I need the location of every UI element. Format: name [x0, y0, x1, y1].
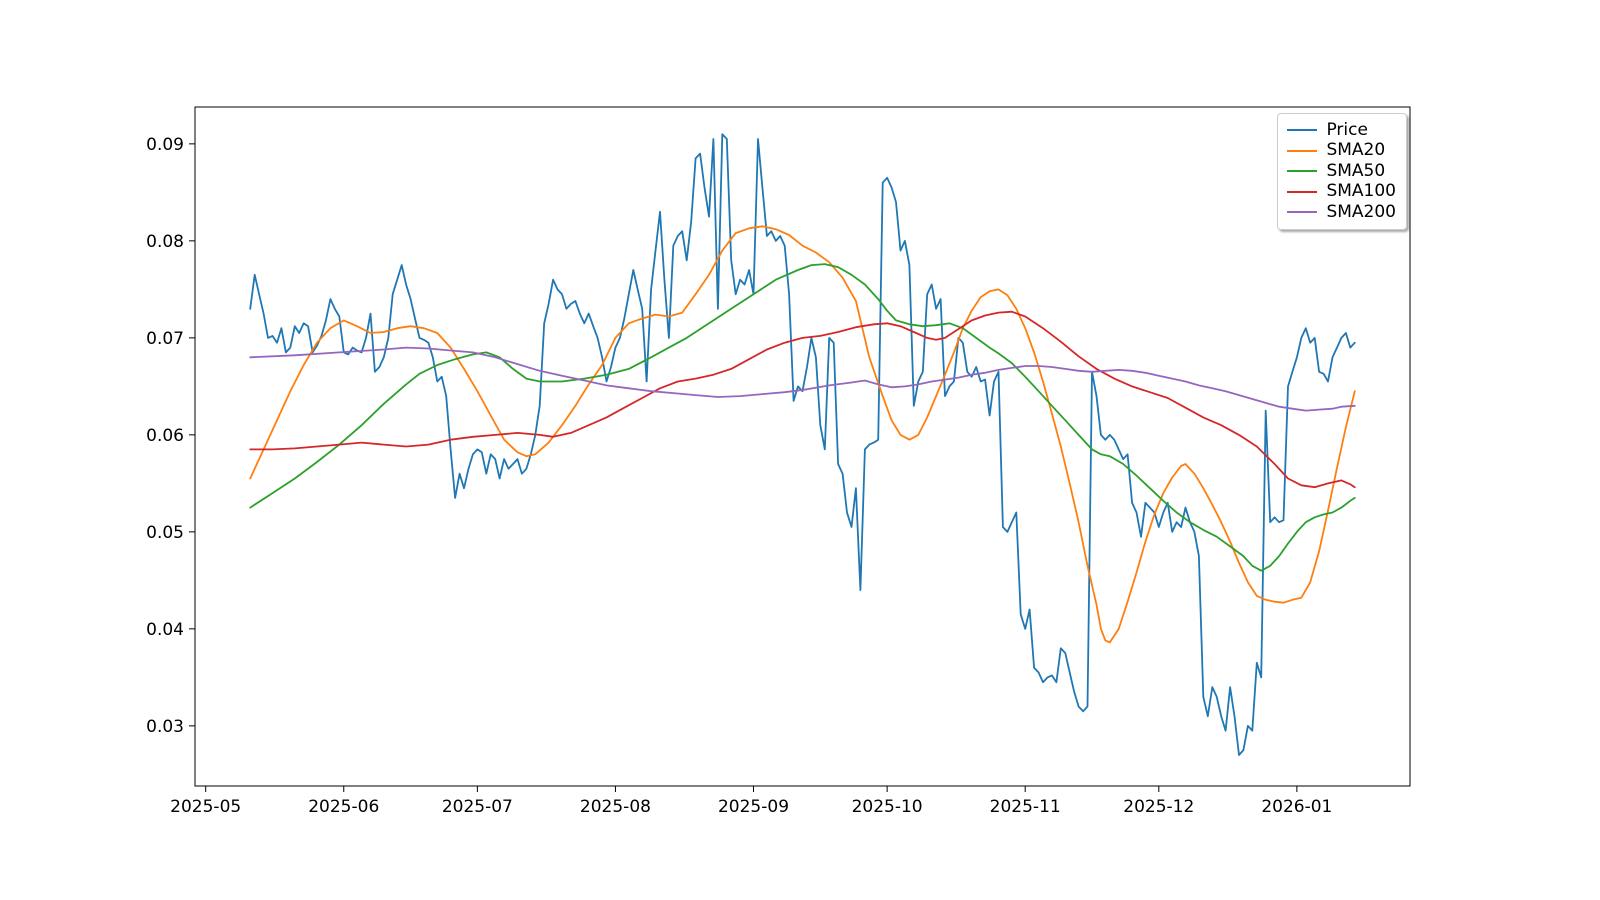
x-tick-label: 2025-05	[170, 797, 241, 817]
legend-item-price: Price	[1287, 120, 1396, 141]
x-tick-label: 2025-06	[308, 797, 379, 817]
legend-line-sample-sma50	[1287, 170, 1318, 173]
legend-line-sample-price	[1287, 129, 1318, 132]
series-line-sma20	[249, 225, 1356, 644]
legend-label-sma200: SMA200	[1326, 201, 1396, 222]
series-line-sma50	[249, 263, 1356, 572]
legend-label-sma100: SMA100	[1326, 181, 1396, 202]
plot-border	[194, 106, 1411, 787]
series-line-price	[249, 133, 1356, 756]
legend-line-sample-sma20	[1287, 149, 1318, 152]
chart-legend: Price SMA20 SMA50 SMA100 SMA200	[1277, 113, 1407, 230]
legend-label-sma50: SMA50	[1326, 160, 1386, 181]
legend-label-price: Price	[1326, 119, 1368, 140]
x-tick-label: 2025-09	[718, 797, 789, 817]
legend-item-sma100: SMA100	[1287, 182, 1396, 203]
y-tick-label: 0.09	[146, 135, 184, 155]
legend-line-sample-sma100	[1287, 190, 1318, 193]
legend-item-sma200: SMA200	[1287, 202, 1396, 223]
series-line-sma200	[249, 346, 1356, 412]
legend-item-sma50: SMA50	[1287, 161, 1396, 182]
y-tick-label: 0.05	[146, 523, 184, 543]
legend-item-sma20: SMA20	[1287, 141, 1396, 162]
y-tick-label: 0.07	[146, 329, 184, 349]
legend-line-sample-sma200	[1287, 211, 1318, 214]
x-tick-label: 2026-01	[1261, 797, 1332, 817]
y-tick-label: 0.08	[146, 232, 184, 252]
x-tick-label: 2025-10	[852, 797, 923, 817]
y-tick-label: 0.06	[146, 426, 184, 446]
y-tick-label: 0.04	[146, 620, 184, 640]
x-tick-label: 2025-11	[990, 797, 1061, 817]
x-tick-label: 2025-07	[442, 797, 513, 817]
x-tick-label: 2025-12	[1123, 797, 1194, 817]
x-tick-label: 2025-08	[580, 797, 651, 817]
series-line-sma100	[249, 310, 1356, 489]
legend-label-sma20: SMA20	[1326, 140, 1386, 161]
y-tick-label: 0.03	[146, 717, 184, 737]
